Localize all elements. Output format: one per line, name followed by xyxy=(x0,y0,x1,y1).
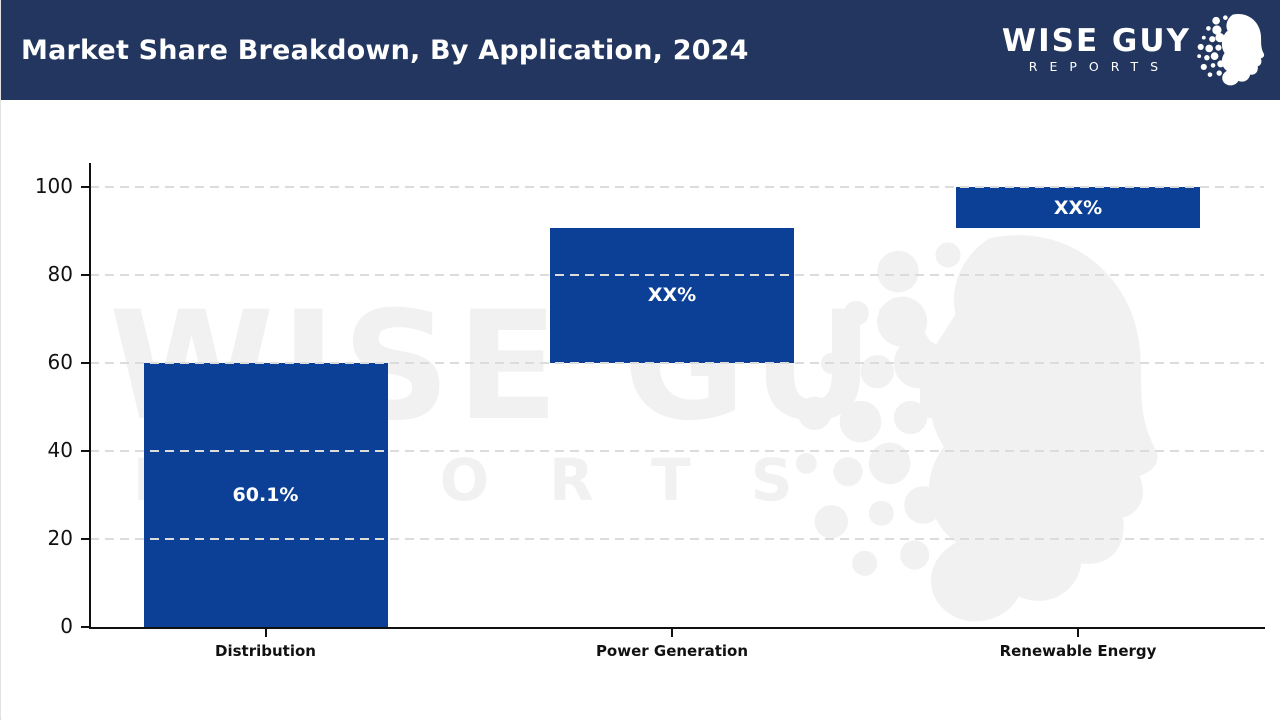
gridline xyxy=(90,362,1264,364)
y-tick-label: 80 xyxy=(47,262,73,286)
y-tick-label: 60 xyxy=(47,350,73,374)
y-tick-label: 0 xyxy=(60,614,73,638)
bar-segment xyxy=(143,362,388,627)
bar-value-label: XX% xyxy=(1053,196,1103,219)
chart-title: Market Share Breakdown, By Application, … xyxy=(21,34,749,66)
x-axis-line xyxy=(89,627,1265,629)
wiseguy-face-icon xyxy=(1197,13,1265,86)
bar-value-label: 60.1% xyxy=(232,483,299,506)
y-tick-mark xyxy=(81,186,89,188)
y-tick-label: 40 xyxy=(47,438,73,462)
bar-value-label: XX% xyxy=(647,284,697,307)
gridline xyxy=(90,186,1264,188)
logo-wordmark: WISE GUY xyxy=(1001,23,1191,60)
wiseguy-logo: WISE GUY REPORTS xyxy=(1002,9,1267,91)
watermark-face-icon xyxy=(795,235,1158,622)
y-tick-mark xyxy=(81,538,89,540)
y-axis-line xyxy=(89,163,91,629)
logo-text: WISE GUY REPORTS xyxy=(1002,26,1191,74)
y-tick-mark xyxy=(81,450,89,452)
x-category-label: Power Generation xyxy=(595,642,749,660)
x-category-label: Renewable Energy xyxy=(999,642,1157,660)
gridline xyxy=(90,538,1264,540)
y-tick-mark xyxy=(81,362,89,364)
x-tick-mark xyxy=(671,629,673,637)
gridline xyxy=(90,450,1264,452)
header-bar: Market Share Breakdown, By Application, … xyxy=(1,0,1280,100)
logo-subtext: REPORTS xyxy=(1028,59,1171,75)
bar-segment xyxy=(550,228,794,363)
gridline xyxy=(90,274,1264,276)
chart-area: WISE GUY REPORTS 0 20 40 60 80 100 Distributio… xyxy=(1,100,1280,720)
x-category-label: Distribution xyxy=(215,642,316,660)
y-tick-mark xyxy=(81,274,89,276)
y-tick-mark xyxy=(81,626,89,628)
y-tick-label: 20 xyxy=(47,526,73,550)
bar-segment xyxy=(956,187,1200,229)
x-tick-mark xyxy=(1077,629,1079,637)
x-tick-mark xyxy=(264,629,267,637)
y-tick-label: 100 xyxy=(34,174,73,198)
